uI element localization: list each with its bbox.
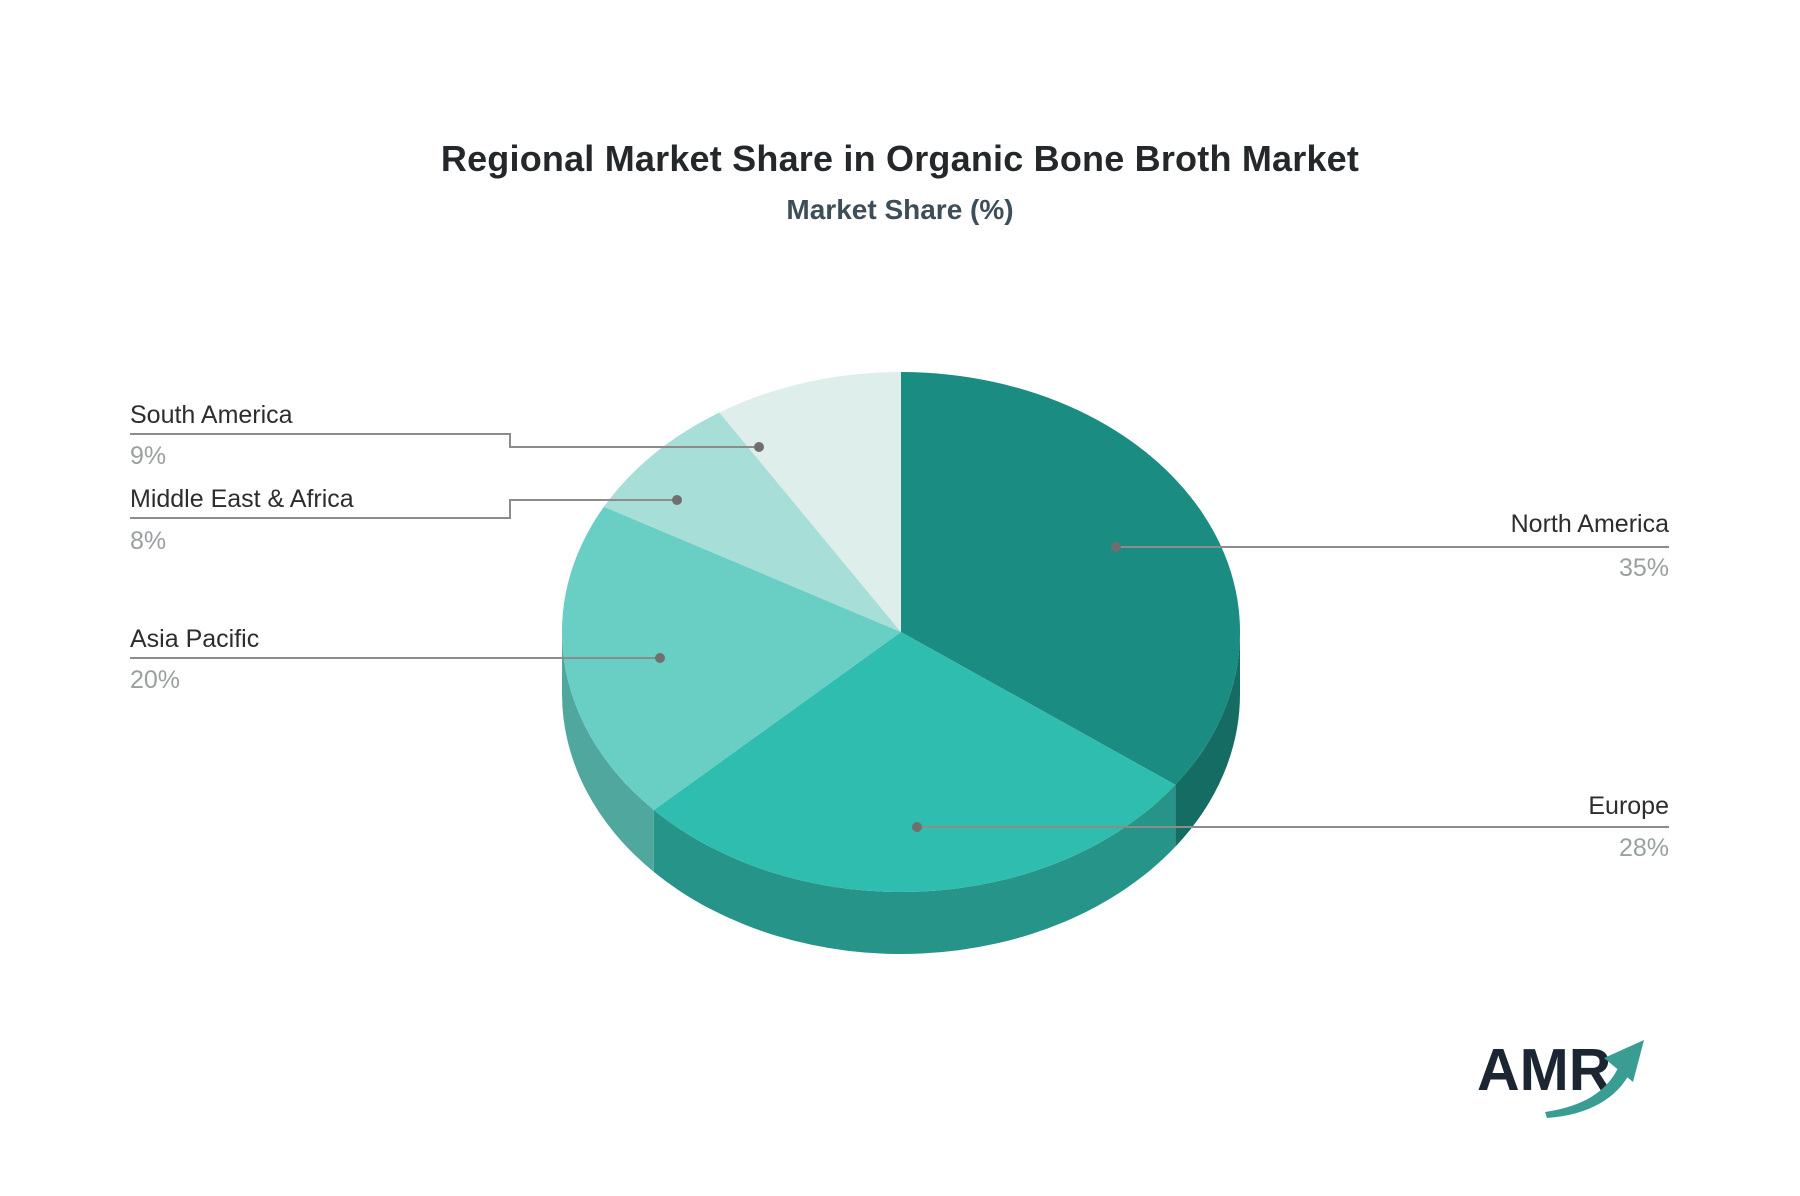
slice-value-south-america: 9% — [130, 442, 167, 470]
leader-line-middle-east-africa — [130, 499, 675, 519]
slice-label-middle-east-africa: Middle East & Africa — [130, 485, 354, 513]
slice-label-south-america: South America — [130, 401, 293, 429]
leader-lines — [130, 433, 1669, 828]
pie-slice-north-america[interactable] — [901, 372, 1241, 785]
chart-title: Regional Market Share in Organic Bone Br… — [440, 138, 1360, 179]
chart-subtitle: Market Share (%) — [786, 194, 1014, 225]
pie-slice-asia-pacific[interactable] — [561, 506, 901, 810]
pie-3d-sides — [562, 632, 1240, 955]
pie-slice-middle-east-africa[interactable] — [603, 412, 901, 633]
slice-label-north-america: North America — [1510, 510, 1669, 538]
leader-dot-north-america — [1111, 542, 1121, 552]
logo-growth-arrow-icon — [1545, 1040, 1644, 1118]
pie-slices — [561, 372, 1241, 893]
slice-value-asia-pacific: 20% — [130, 666, 181, 694]
pie-slice-south-america[interactable] — [719, 372, 901, 632]
slice-value-middle-east-africa: 8% — [130, 527, 167, 555]
leader-dots — [655, 442, 1121, 832]
logo-text: AMR — [1477, 1037, 1612, 1103]
slice-label-asia-pacific: Asia Pacific — [130, 625, 260, 653]
slice-value-north-america: 35% — [1618, 554, 1669, 582]
pie-slice-side-europe — [653, 784, 1176, 955]
leader-dot-asia-pacific — [655, 653, 665, 663]
slice-label-europe: Europe — [1588, 792, 1669, 820]
leader-line-south-america — [130, 433, 757, 448]
leader-dot-middle-east-africa — [672, 495, 682, 505]
pie-slice-side-north-america — [1175, 632, 1240, 847]
slice-value-europe: 28% — [1618, 834, 1669, 862]
leader-dot-south-america — [754, 442, 764, 452]
pie-slice-side-asia-pacific — [562, 632, 654, 872]
leader-dot-europe — [912, 822, 922, 832]
